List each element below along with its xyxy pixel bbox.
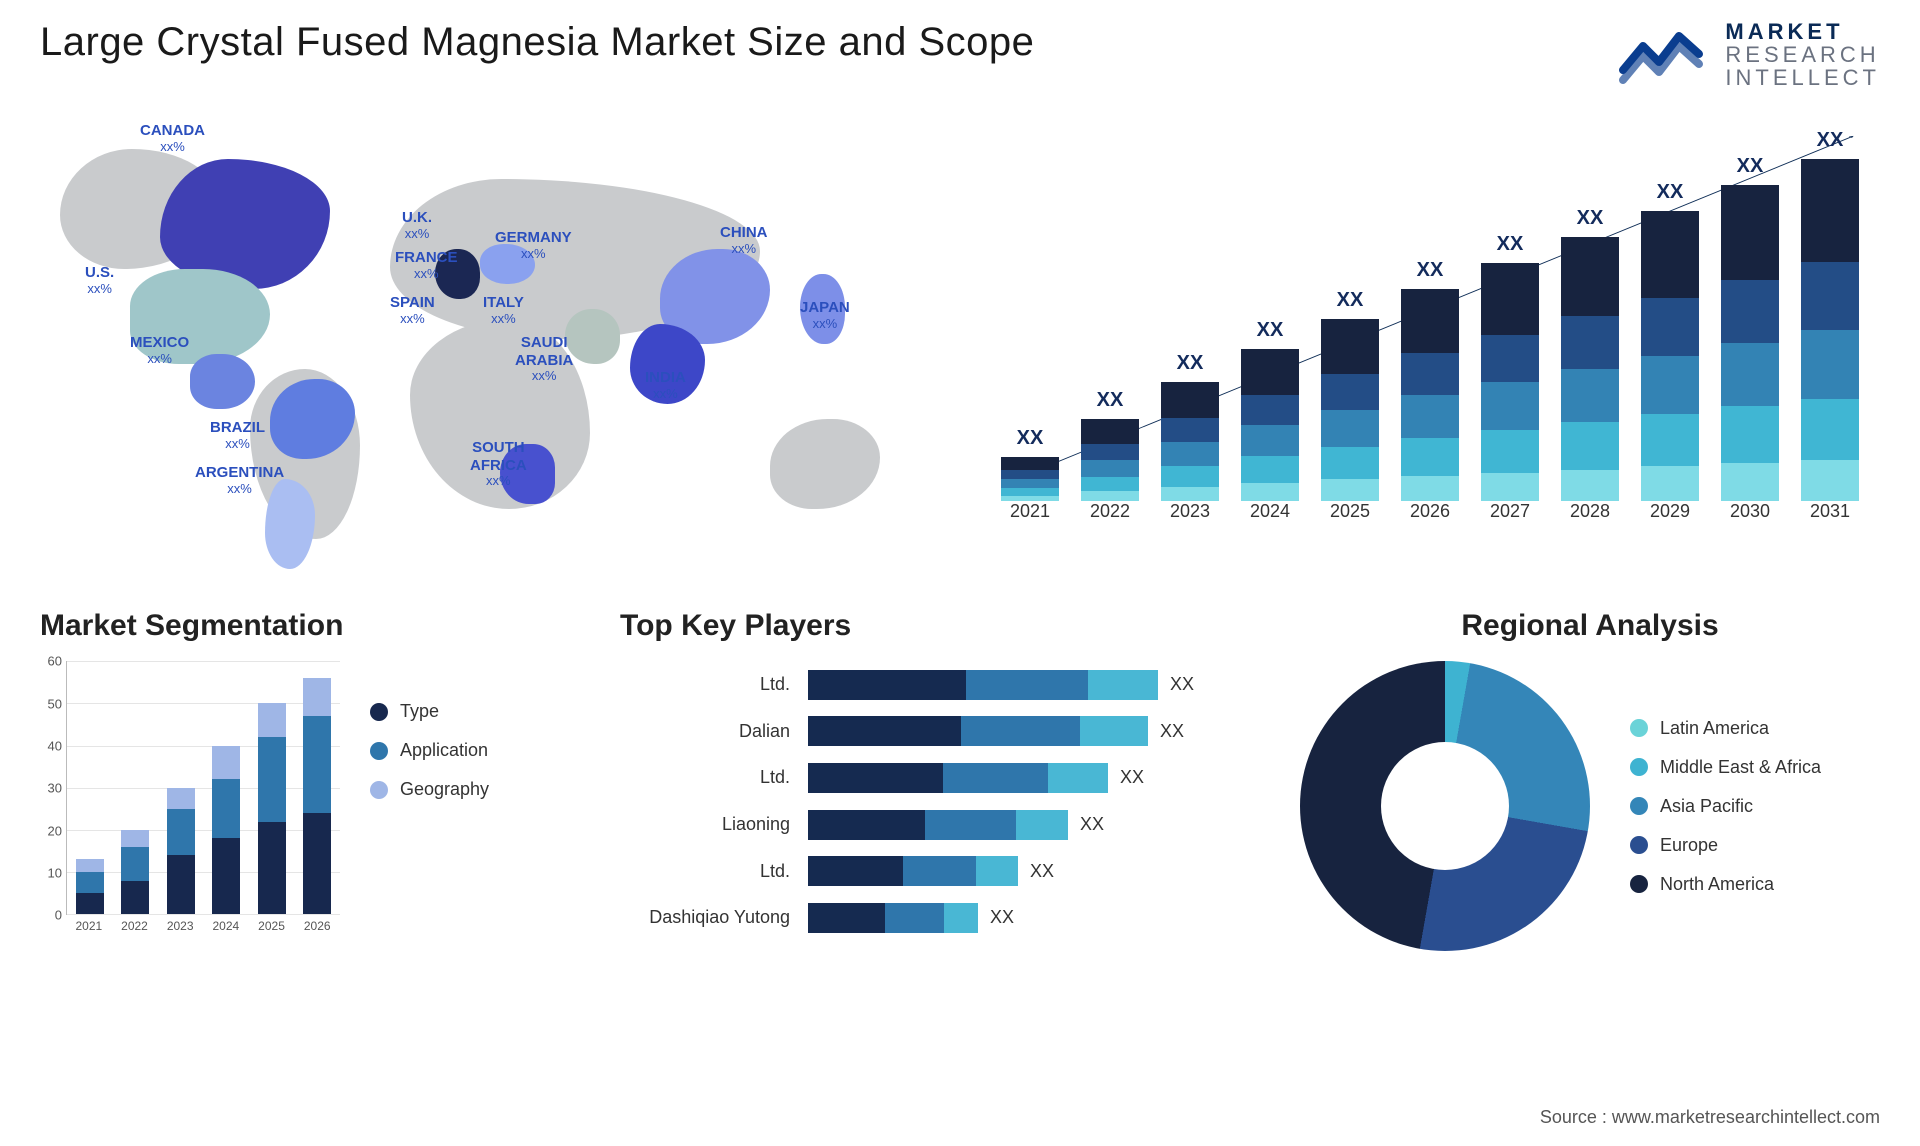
map-region-shape xyxy=(190,354,255,409)
regional-legend-item: North America xyxy=(1630,874,1821,895)
brand-logo: MARKET RESEARCH INTELLECT xyxy=(1619,20,1880,89)
segmentation-legend-item: Geography xyxy=(370,779,489,800)
map-region-shape xyxy=(630,324,705,404)
key-player-row: XX xyxy=(808,763,1260,793)
key-players-title: Top Key Players xyxy=(620,609,1260,643)
market-bar-year: 2022 xyxy=(1070,501,1150,529)
map-region-shape xyxy=(770,419,880,509)
market-bar-value: XX xyxy=(1817,129,1844,152)
key-player-value: XX xyxy=(1080,814,1104,835)
key-player-row: XX xyxy=(808,903,1260,933)
brand-line3: INTELLECT xyxy=(1725,66,1880,89)
map-region-shape xyxy=(130,269,270,364)
market-bar-value: XX xyxy=(1417,259,1444,282)
page-title: Large Crystal Fused Magnesia Market Size… xyxy=(40,20,1034,65)
regional-legend-item: Asia Pacific xyxy=(1630,796,1821,817)
segmentation-bar xyxy=(212,746,240,915)
key-player-value: XX xyxy=(1160,721,1184,742)
key-player-label: Dalian xyxy=(620,721,790,742)
key-player-row: XX xyxy=(808,670,1260,700)
segmentation-bar xyxy=(258,703,286,914)
map-region-shape xyxy=(480,244,535,284)
market-bar-year: 2026 xyxy=(1390,501,1470,529)
map-region-shape xyxy=(565,309,620,364)
market-bar: XX xyxy=(1561,237,1619,501)
regional-legend: Latin America Middle East & Africa Asia Pa… xyxy=(1630,718,1821,895)
market-bar-value: XX xyxy=(1177,352,1204,375)
market-bar-year: 2027 xyxy=(1470,501,1550,529)
market-bar: XX xyxy=(1241,349,1299,502)
regional-title: Regional Analysis xyxy=(1300,609,1880,643)
map-region-shape xyxy=(265,479,315,569)
segmentation-legend: Type Application Geography xyxy=(370,661,489,941)
market-bar: XX xyxy=(1721,185,1779,501)
key-player-value: XX xyxy=(1170,674,1194,695)
market-bar-value: XX xyxy=(1097,389,1124,412)
market-bar: XX xyxy=(1001,457,1059,502)
map-region-shape xyxy=(435,249,480,299)
key-player-value: XX xyxy=(990,907,1014,928)
market-bar-value: XX xyxy=(1017,427,1044,450)
market-bar: XX xyxy=(1321,319,1379,501)
market-bar: XX xyxy=(1641,211,1699,501)
market-bar-year: 2024 xyxy=(1230,501,1310,529)
regional-donut-chart xyxy=(1300,661,1590,951)
market-bar-value: XX xyxy=(1337,289,1364,312)
key-player-row: XX xyxy=(808,716,1260,746)
key-player-value: XX xyxy=(1120,767,1144,788)
segmentation-title: Market Segmentation xyxy=(40,609,580,643)
key-player-value: XX xyxy=(1030,861,1054,882)
market-bar-value: XX xyxy=(1737,155,1764,178)
segmentation-bar xyxy=(303,678,331,914)
regional-legend-item: Middle East & Africa xyxy=(1630,757,1821,778)
brand-line2: RESEARCH xyxy=(1725,43,1880,66)
market-bar: XX xyxy=(1401,289,1459,501)
segmentation-legend-item: Type xyxy=(370,701,489,722)
regional-legend-item: Europe xyxy=(1630,835,1821,856)
market-bar-year: 2031 xyxy=(1790,501,1870,529)
segmentation-bar xyxy=(76,859,104,914)
market-bar-year: 2029 xyxy=(1630,501,1710,529)
brand-line1: MARKET xyxy=(1725,20,1880,43)
market-bar-year: 2028 xyxy=(1550,501,1630,529)
market-size-chart: XXXXXXXXXXXXXXXXXXXXXX 20212022202320242… xyxy=(970,119,1880,549)
segmentation-bar xyxy=(167,788,195,915)
market-bar: XX xyxy=(1481,263,1539,501)
market-bar-year: 2030 xyxy=(1710,501,1790,529)
segmentation-legend-item: Application xyxy=(370,740,489,761)
market-bar-year: 2021 xyxy=(990,501,1070,529)
segmentation-chart: 0102030405060 202120222023202420252026 xyxy=(40,661,340,941)
world-map-panel: CANADAxx%U.S.xx%MEXICOxx%BRAZILxx%ARGENT… xyxy=(40,119,940,549)
market-bar: XX xyxy=(1801,159,1859,501)
market-bar-value: XX xyxy=(1497,233,1524,256)
source-credit: Source : www.marketresearchintellect.com xyxy=(1540,1107,1880,1128)
segmentation-bar xyxy=(121,830,149,914)
market-bar-value: XX xyxy=(1657,181,1684,204)
key-player-row: XX xyxy=(808,810,1260,840)
map-region-shape xyxy=(500,444,555,504)
brand-mark-icon xyxy=(1619,26,1709,84)
segmentation-panel: Market Segmentation 0102030405060 202120… xyxy=(40,609,580,941)
key-player-label: Ltd. xyxy=(620,861,790,882)
key-player-label: Dashiqiao Yutong xyxy=(620,907,790,928)
regional-panel: Regional Analysis Latin America Middle Ea… xyxy=(1300,609,1880,951)
key-players-panel: Top Key Players Ltd. Dalian Ltd. Liaoning Lt… xyxy=(620,609,1260,941)
regional-legend-item: Latin America xyxy=(1630,718,1821,739)
key-player-label: Ltd. xyxy=(620,674,790,695)
map-region-shape xyxy=(800,274,845,344)
market-bar: XX xyxy=(1081,419,1139,501)
key-player-row: XX xyxy=(808,856,1260,886)
key-player-label: Ltd. xyxy=(620,767,790,788)
key-player-label: Liaoning xyxy=(620,814,790,835)
market-bar-value: XX xyxy=(1257,319,1284,342)
market-bar: XX xyxy=(1161,382,1219,501)
market-bar-value: XX xyxy=(1577,207,1604,230)
market-bar-year: 2025 xyxy=(1310,501,1390,529)
market-bar-year: 2023 xyxy=(1150,501,1230,529)
